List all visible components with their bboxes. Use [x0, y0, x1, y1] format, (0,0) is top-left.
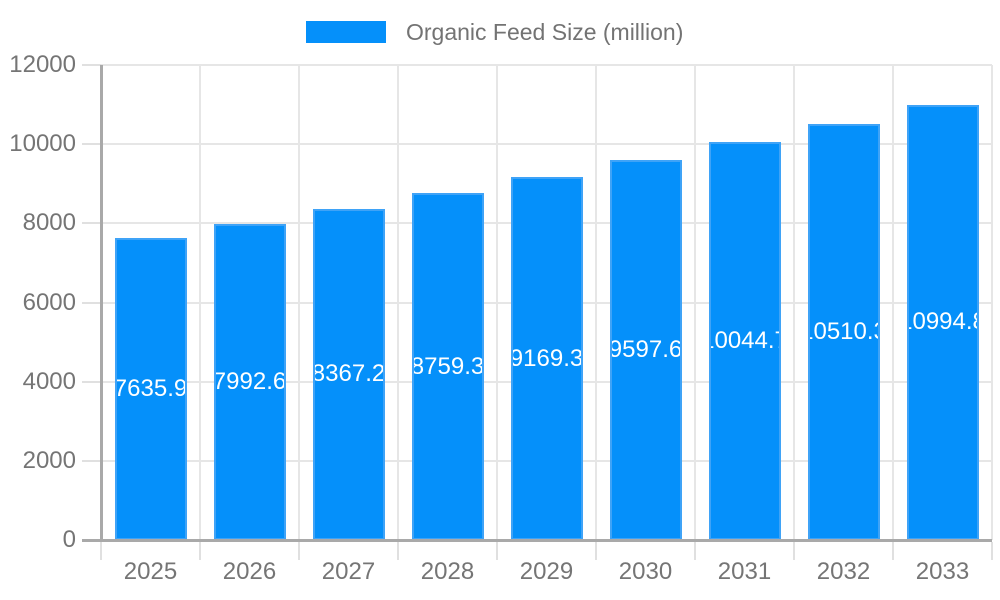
bar: 8759.3 — [411, 193, 484, 540]
plot-area: 0 2000 4000 6000 8000 10000 12000 7635.9 7992.6 8… — [9, 51, 993, 585]
x-tick-label: 2026 — [222, 558, 277, 585]
y-axis-tick — [82, 301, 101, 304]
bar-value-label: 10044.7 — [711, 327, 779, 355]
bar-value-label: 7992.6 — [213, 367, 286, 395]
bar: 7635.9 — [114, 237, 187, 540]
x-tick-label: 2027 — [321, 558, 376, 585]
x-gridline — [694, 65, 696, 540]
bar-value-label: 9597.6 — [609, 336, 682, 364]
y-tick-label: 12000 — [9, 51, 76, 78]
x-axis-tick — [991, 542, 993, 560]
x-gridline — [199, 65, 201, 540]
y-tick-label: 0 — [62, 526, 76, 553]
x-gridline — [892, 65, 894, 540]
x-axis-tick — [100, 542, 102, 560]
x-tick-label: 2033 — [915, 558, 970, 585]
bar: 9597.6 — [609, 160, 682, 540]
y-tick-label: 6000 — [22, 288, 76, 316]
x-axis-line — [82, 539, 992, 542]
x-axis-tick — [694, 542, 696, 560]
y-tick-label: 8000 — [22, 209, 76, 237]
bar: 9169.3 — [510, 177, 583, 540]
legend-item[interactable]: Organic Feed Size (million) — [306, 18, 683, 46]
x-axis-tick — [298, 542, 300, 560]
bar-value-label: 8759.3 — [411, 352, 484, 380]
y-axis-tick — [82, 222, 101, 225]
x-tick-label: 2032 — [816, 558, 871, 585]
x-tick-label: 2025 — [123, 558, 178, 585]
x-axis-tick — [496, 542, 498, 560]
x-gridline — [991, 65, 993, 540]
legend-swatch — [306, 21, 386, 43]
bar-value-label: 10994.8 — [909, 308, 977, 336]
legend-label: Organic Feed Size (million) — [406, 18, 684, 45]
x-tick-label: 2030 — [618, 558, 673, 585]
bar: 10510.3 — [807, 123, 880, 540]
y-axis-tick — [82, 143, 101, 146]
x-gridline — [496, 65, 498, 540]
bar-value-label: 8367.2 — [312, 360, 385, 388]
x-axis-tick — [595, 542, 597, 560]
y-tick-label: 2000 — [22, 446, 76, 474]
bar-value-label: 7635.9 — [114, 374, 187, 402]
x-tick-label: 2031 — [717, 558, 772, 585]
y-axis-tick — [82, 380, 101, 383]
x-axis-tick — [397, 542, 399, 560]
y-axis-line — [100, 65, 103, 542]
y-axis-tick — [82, 64, 101, 66]
y-axis-tick — [82, 459, 101, 462]
bar: 8367.2 — [312, 208, 385, 540]
x-gridline — [595, 65, 597, 540]
bar: 10994.8 — [906, 104, 979, 540]
y-gridline — [101, 143, 992, 146]
x-tick-label: 2028 — [420, 558, 475, 585]
bar-value-label: 10510.3 — [810, 317, 878, 345]
x-gridline — [397, 65, 399, 540]
x-tick-label: 2029 — [519, 558, 574, 585]
y-tick-label: 4000 — [22, 367, 76, 395]
bar-value-label: 9169.3 — [510, 344, 583, 372]
bar: 10044.7 — [708, 142, 781, 540]
x-axis-tick — [199, 542, 201, 560]
y-gridline — [101, 64, 992, 66]
x-gridline — [793, 65, 795, 540]
bar: 7992.6 — [213, 223, 286, 540]
x-gridline — [298, 65, 300, 540]
x-axis-tick — [793, 542, 795, 560]
y-tick-label: 10000 — [9, 130, 76, 158]
x-axis-tick — [892, 542, 894, 560]
